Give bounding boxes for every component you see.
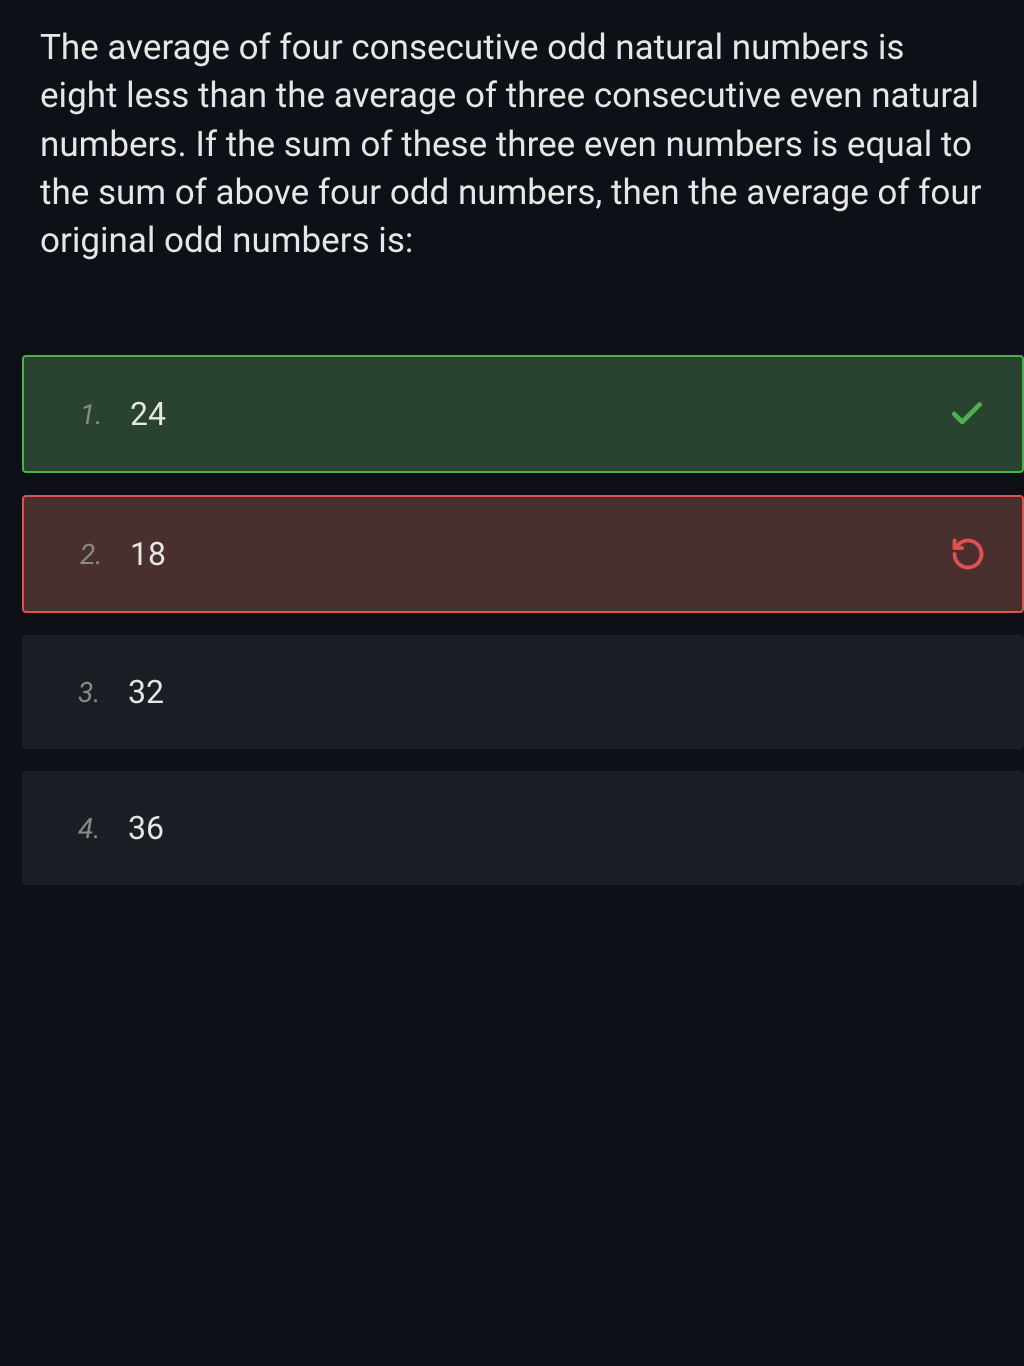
option-3[interactable]: 3. 32 — [22, 635, 1024, 749]
option-text: 32 — [128, 673, 164, 711]
option-number: 1. — [80, 398, 108, 431]
options-container: 1. 24 2. 18 3. 32 4. 36 — [0, 305, 1024, 885]
option-text: 36 — [128, 809, 164, 847]
option-left: 3. 32 — [78, 673, 164, 711]
option-1[interactable]: 1. 24 — [22, 355, 1024, 473]
option-left: 2. 18 — [80, 535, 166, 573]
undo-icon — [950, 536, 986, 572]
question-text: The average of four consecutive odd natu… — [40, 24, 984, 265]
option-left: 4. 36 — [78, 809, 164, 847]
option-number: 3. — [78, 676, 106, 709]
option-left: 1. 24 — [80, 395, 166, 433]
option-4[interactable]: 4. 36 — [22, 771, 1024, 885]
option-text: 24 — [130, 395, 166, 433]
option-number: 4. — [78, 812, 106, 845]
option-2[interactable]: 2. 18 — [22, 495, 1024, 613]
question-section: The average of four consecutive odd natu… — [0, 0, 1024, 305]
check-icon — [948, 395, 986, 433]
option-text: 18 — [130, 535, 166, 573]
option-number: 2. — [80, 538, 108, 571]
